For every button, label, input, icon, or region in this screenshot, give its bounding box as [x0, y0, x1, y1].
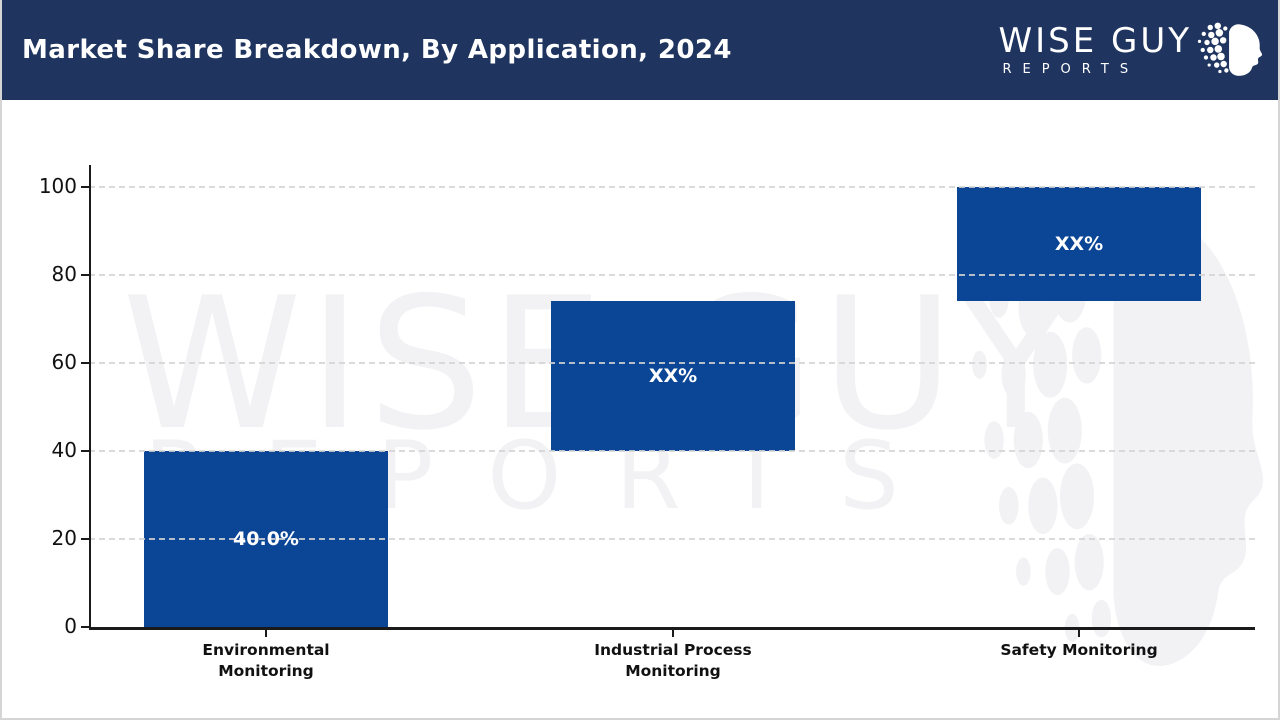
x-tick-0 [265, 630, 267, 637]
gridline-40 [89, 450, 1255, 452]
wiseguy-logo: WISE GUY REPORTS [998, 7, 1264, 93]
logo-subtext: REPORTS [1002, 62, 1140, 77]
y-tick-label-60: 60 [51, 350, 77, 374]
bar-value-label-0: 40.0% [233, 528, 299, 550]
gridline-80 [89, 274, 1255, 276]
x-category-label-1: Industrial Process Monitoring [594, 641, 752, 680]
bar-segment-1 [551, 301, 795, 451]
x-category-label-0: Environmental Monitoring [202, 641, 330, 680]
logo-text: WISE GUY REPORTS [998, 23, 1192, 77]
gridline-60 [89, 362, 1255, 364]
header-bar: Market Share Breakdown, By Application, … [2, 0, 1278, 100]
bar-segment-2 [957, 187, 1201, 302]
y-tick-label-80: 80 [51, 262, 77, 286]
x-tick-2 [1078, 630, 1080, 637]
bar-value-label-2: XX% [1054, 233, 1104, 256]
logo-wordmark: WISE GUY [998, 21, 1192, 61]
y-tick-60 [81, 362, 89, 364]
logo-face-icon [1197, 22, 1263, 76]
y-tick-label-40: 40 [51, 438, 77, 462]
y-tick-0 [81, 626, 89, 628]
chart-canvas: WISE GUY REPORTS 0 20 40 60 80 100 40.0% XX% XX%… [2, 100, 1278, 718]
gridline-20 [89, 538, 1255, 540]
bar-value-label-1: XX% [648, 365, 698, 388]
x-tick-1 [672, 630, 674, 637]
page-title: Market Share Breakdown, By Application, … [22, 35, 732, 65]
y-tick-20 [81, 538, 89, 540]
y-tick-label-100: 100 [38, 174, 77, 198]
y-axis-spine [89, 165, 91, 630]
x-axis-spine [89, 627, 1255, 630]
y-tick-label-0: 0 [64, 614, 77, 638]
y-tick-80 [81, 274, 89, 276]
y-tick-40 [81, 450, 89, 452]
x-category-label-2: Safety Monitoring [1000, 641, 1158, 659]
gridline-100 [89, 186, 1255, 188]
y-tick-100 [81, 186, 89, 188]
y-tick-label-20: 20 [51, 526, 77, 550]
